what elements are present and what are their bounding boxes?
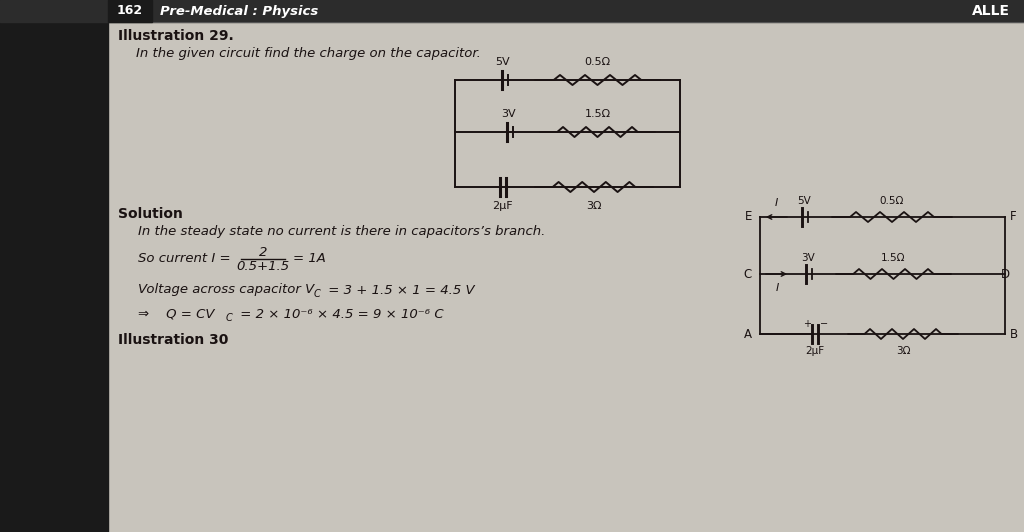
Text: F: F [1010, 211, 1017, 223]
Text: Pre-Medical : Physics: Pre-Medical : Physics [160, 4, 318, 18]
Text: = 3 + 1.5 × 1 = 4.5 V: = 3 + 1.5 × 1 = 4.5 V [324, 284, 475, 296]
Text: C: C [743, 268, 752, 280]
Text: 0.5Ω: 0.5Ω [880, 196, 904, 206]
Text: C: C [226, 313, 232, 323]
Text: Illustration 29.: Illustration 29. [118, 29, 233, 43]
Text: 2μF: 2μF [806, 346, 824, 356]
Text: ALLE: ALLE [972, 4, 1010, 18]
Text: B: B [1010, 328, 1018, 340]
Text: D: D [1000, 268, 1010, 280]
Text: A: A [744, 328, 752, 340]
Text: 3Ω: 3Ω [587, 201, 602, 211]
Text: So current I =: So current I = [138, 253, 234, 265]
Text: 5V: 5V [496, 57, 510, 67]
Text: 1.5Ω: 1.5Ω [585, 109, 610, 119]
Text: E: E [744, 211, 752, 223]
Text: 0.5Ω: 0.5Ω [585, 57, 610, 67]
Text: 5V: 5V [797, 196, 811, 206]
Text: 2: 2 [259, 246, 267, 260]
Text: 162: 162 [117, 4, 143, 18]
Text: 2μF: 2μF [492, 201, 512, 211]
Text: 3V: 3V [801, 253, 815, 263]
Text: = 1A: = 1A [293, 253, 326, 265]
Text: +: + [803, 319, 811, 329]
Text: ⇒    Q = CV: ⇒ Q = CV [138, 307, 214, 320]
Text: C: C [314, 289, 321, 299]
Bar [0, 0, 1024, 22]
Text: Illustration 30: Illustration 30 [118, 333, 228, 347]
Bar [108, 0, 152, 22]
Text: Solution: Solution [118, 207, 183, 221]
Text: 3Ω: 3Ω [896, 346, 910, 356]
Text: = 2 × 10⁻⁶ × 4.5 = 9 × 10⁻⁶ C: = 2 × 10⁻⁶ × 4.5 = 9 × 10⁻⁶ C [236, 307, 443, 320]
Text: In the steady state no current is there in capacitors’s branch.: In the steady state no current is there … [138, 226, 546, 238]
Text: I: I [775, 283, 778, 293]
Text: I: I [774, 198, 777, 208]
Text: In the given circuit find the charge on the capacitor.: In the given circuit find the charge on … [136, 46, 481, 60]
Text: −: − [820, 319, 828, 329]
Text: Voltage across capacitor V: Voltage across capacitor V [138, 284, 314, 296]
Text: 1.5Ω: 1.5Ω [882, 253, 906, 263]
Text: 0.5+1.5: 0.5+1.5 [237, 260, 290, 272]
Text: 3V: 3V [501, 109, 515, 119]
Bar [0, 0, 108, 532]
